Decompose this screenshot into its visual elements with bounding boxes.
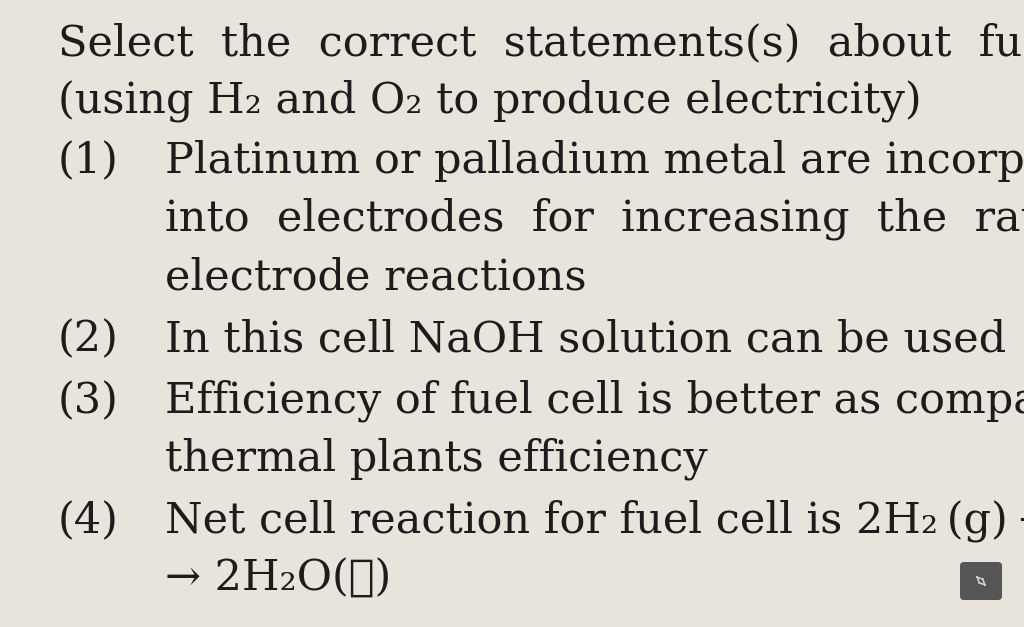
Text: thermal plants efficiency: thermal plants efficiency <box>165 438 708 480</box>
Text: Platinum or palladium metal are incorporated: Platinum or palladium metal are incorpor… <box>165 140 1024 182</box>
Text: (3): (3) <box>58 380 119 422</box>
Text: electrode reactions: electrode reactions <box>165 256 587 298</box>
Text: Efficiency of fuel cell is better as compared to: Efficiency of fuel cell is better as com… <box>165 380 1024 423</box>
Text: In this cell NaOH solution can be used: In this cell NaOH solution can be used <box>165 318 1007 360</box>
Text: (using H₂ and O₂ to produce electricity): (using H₂ and O₂ to produce electricity) <box>58 80 922 122</box>
Text: → 2H₂O(ℓ): → 2H₂O(ℓ) <box>165 558 391 600</box>
Text: (4): (4) <box>58 500 119 542</box>
Text: Select  the  correct  statements(s)  about  fuel  cell: Select the correct statements(s) about f… <box>58 22 1024 64</box>
Text: (1): (1) <box>58 140 119 182</box>
Text: (2): (2) <box>58 318 119 360</box>
Text: Net cell reaction for fuel cell is 2H₂ (g) + O₂ (g): Net cell reaction for fuel cell is 2H₂ (… <box>165 500 1024 542</box>
FancyBboxPatch shape <box>961 562 1002 600</box>
Text: into  electrodes  for  increasing  the  rate  of: into electrodes for increasing the rate … <box>165 198 1024 241</box>
